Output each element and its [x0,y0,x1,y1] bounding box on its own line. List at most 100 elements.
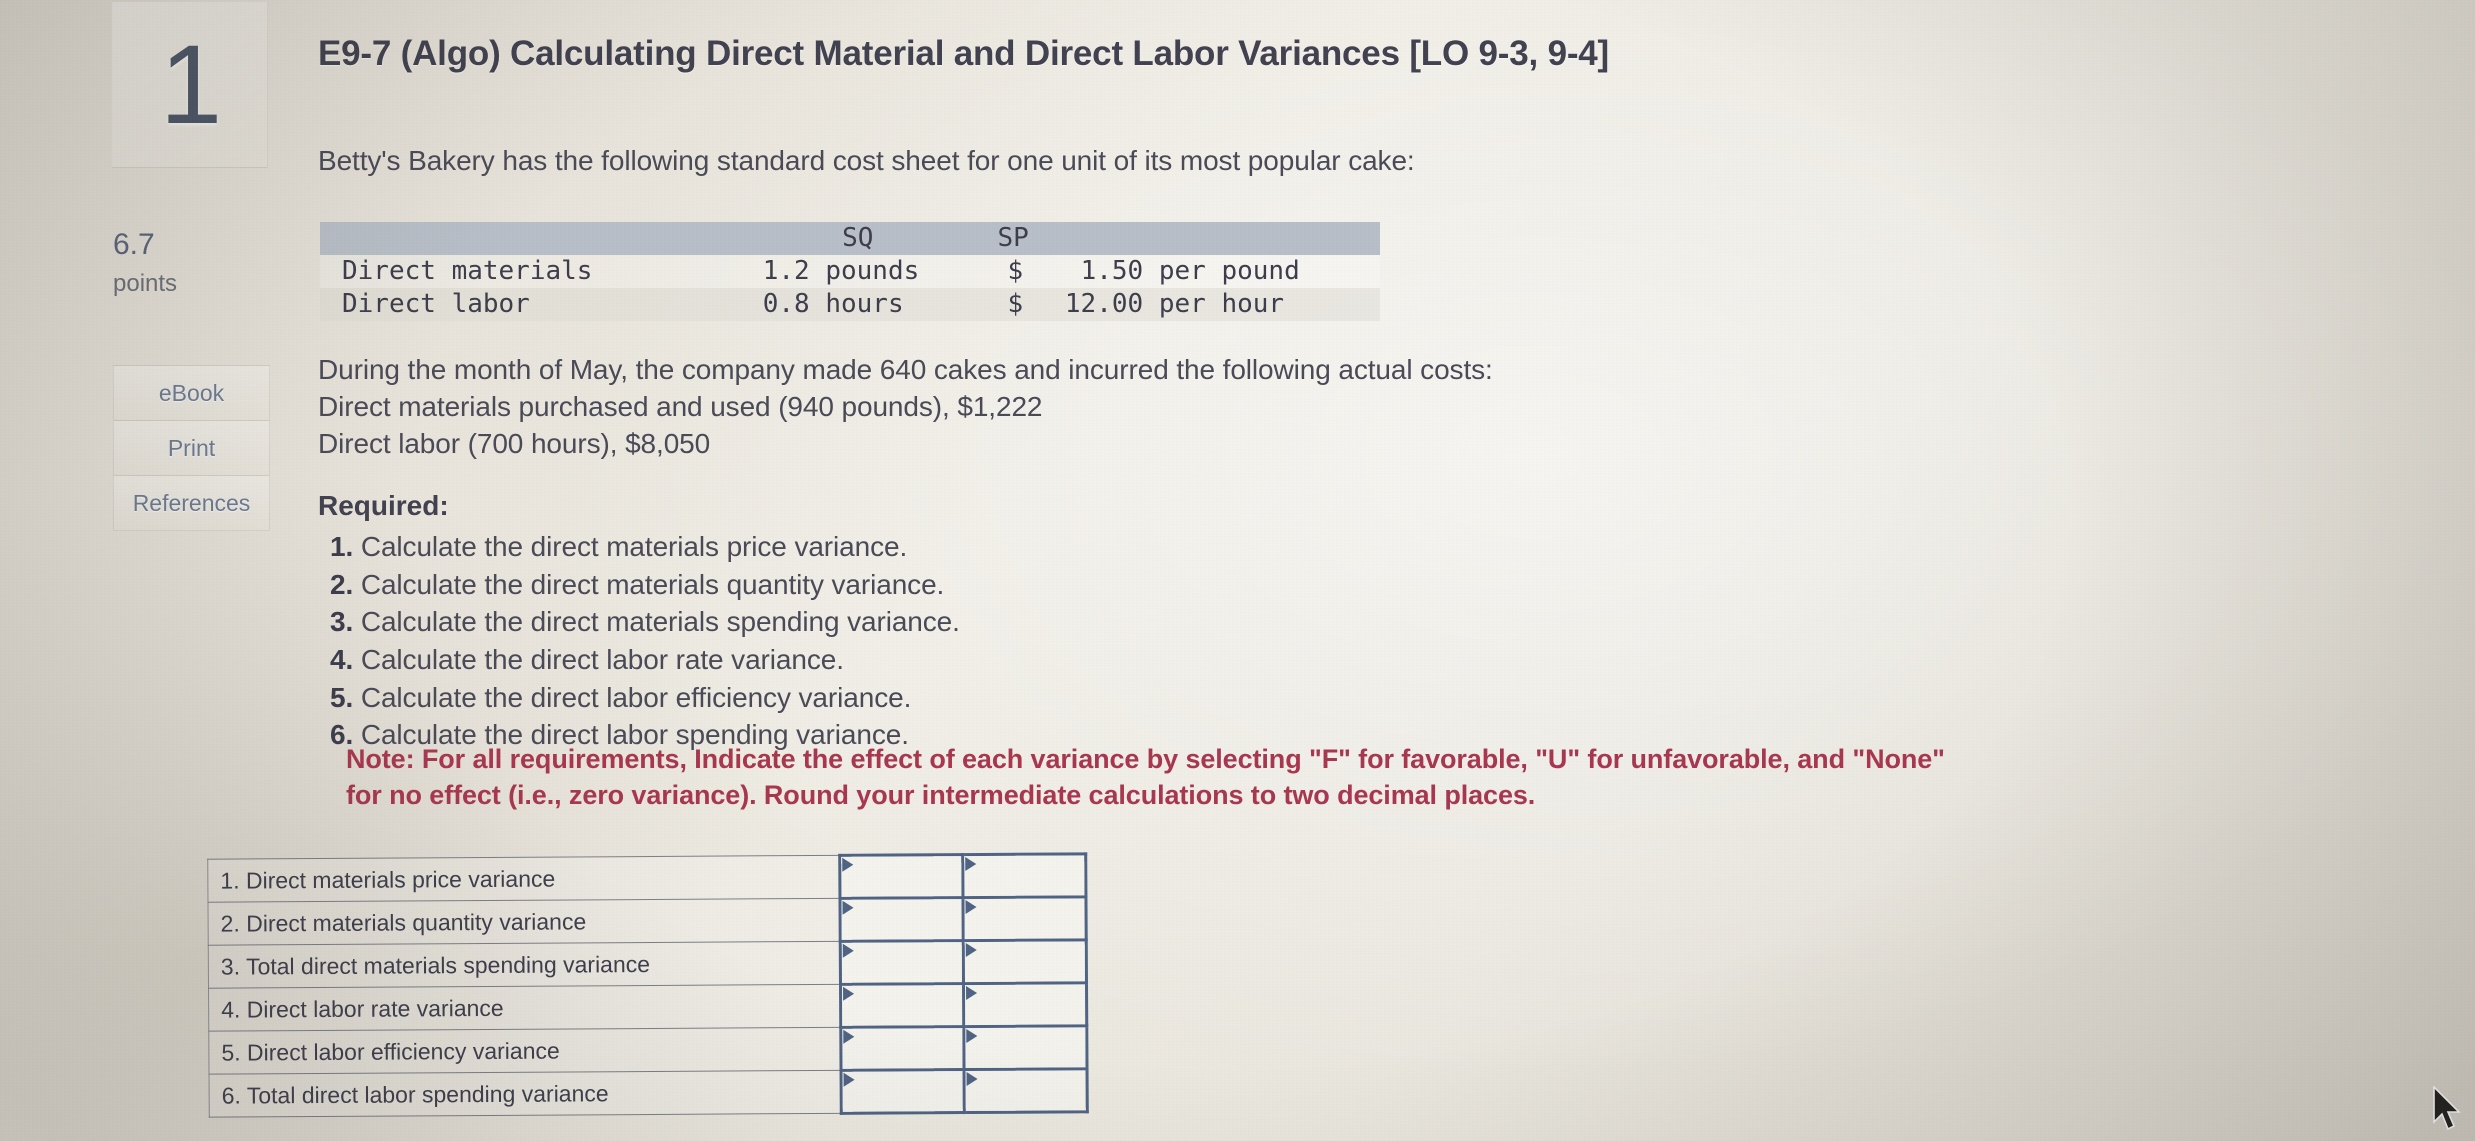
variance-amount-value-4 [842,1005,962,1006]
requirement-number: 2. [330,568,354,600]
table-row: Direct labor 0.8 hours $12.00 per hour [320,288,1380,322]
cost-sheet-sq-value: 0.8 hours [762,289,904,320]
variance-effect-input-1[interactable] [962,853,1086,898]
question-sidebar: 1 6.7 points eBook Print References [0,0,290,1141]
variance-effect-value-6 [965,1090,1085,1091]
question-number: 1 [159,21,222,147]
dropdown-caret-icon [842,986,854,1001]
sp-amount: 12.00 [1064,289,1144,320]
sp-amount: 1.50 [1080,256,1144,287]
variance-effect-input-5[interactable] [963,1025,1088,1070]
requirements-list: 1. Calculate the direct materials price … [330,528,960,754]
cost-sheet-row-sp: $12.00 per hour [998,288,1380,321]
cost-sheet-sp-value: $12.00 per hour [998,290,1338,319]
actual-costs-paragraph: During the month of May, the company mad… [318,352,1493,463]
dropdown-caret-icon [842,943,854,958]
cost-sheet-sq-value: 1.2 pounds [762,256,920,287]
requirement-text: Calculate the direct materials quantity … [360,568,945,600]
variance-effect-value-4 [965,1004,1085,1005]
requirement-number: 5. [330,681,354,713]
cost-sheet-row-label: Direct materials [342,256,593,287]
dropdown-caret-icon [841,857,853,872]
table-row: 3. Total direct materials spending varia… [208,939,1087,989]
cost-sheet-header: SQ SP [320,222,1380,256]
list-item: 2. Calculate the direct materials quanti… [330,566,960,604]
list-item: 6. Calculate the direct labor spending v… [330,716,960,754]
variance-amount-input-2[interactable] [839,897,964,942]
cost-sheet-col-sp: SP [997,223,1029,253]
table-row: Direct materials 1.2 pounds $1.50 per po… [320,255,1380,289]
requirement-text: Calculate the direct labor rate variance… [360,643,844,675]
requirement-text: Calculate the direct labor efficiency va… [360,681,912,713]
currency-symbol: $ [1007,256,1024,287]
variance-amount-input-5[interactable] [840,1026,964,1071]
variance-effect-input-2[interactable] [962,896,1087,941]
dropdown-caret-icon [842,1029,854,1044]
variance-effect-value-1 [964,875,1084,876]
variance-amount-value-6 [842,1091,962,1092]
list-item: 5. Calculate the direct labor efficiency… [330,679,960,717]
requirement-number: 4. [330,643,354,675]
variance-amount-value-3 [841,962,961,963]
variance-effect-value-5 [965,1047,1085,1048]
cost-sheet-row-sp: $1.50 per pound [998,255,1380,288]
cost-sheet-body: Direct materials 1.2 pounds $1.50 per po… [320,255,1380,322]
list-item: 3. Calculate the direct materials spendi… [330,603,960,641]
dropdown-caret-icon [966,1071,978,1087]
sp-unit: per hour [1158,289,1285,320]
requirement-text: Calculate the direct materials price var… [360,531,908,562]
dropdown-caret-icon [843,1072,855,1087]
requirement-text: Calculate the direct materials spending … [360,606,960,638]
variance-effect-input-6[interactable] [963,1068,1088,1113]
variance-answer-body: 1. Direct materials price variance 2. Di… [207,853,1088,1118]
intro-paragraph: Betty's Bakery has the following standar… [318,145,1415,176]
table-row: 5. Direct labor efficiency variance [208,1025,1088,1075]
question-number-box: 1 [112,2,268,168]
cost-sheet-col-blank [320,222,718,255]
dropdown-caret-icon [966,1028,978,1044]
variance-amount-input-1[interactable] [839,854,963,899]
resource-button-group: eBook Print References [113,365,270,531]
dropdown-caret-icon [965,942,977,958]
dropdown-caret-icon [965,899,977,915]
variance-row-label: 1. Direct materials price variance [207,855,840,903]
variance-amount-input-3[interactable] [839,940,964,985]
references-button[interactable]: References [113,475,270,531]
variance-effect-value-3 [965,961,1085,962]
cost-sheet-col-sq: SQ [842,223,874,253]
sp-unit: per pound [1158,256,1300,287]
variance-amount-value-1 [841,876,961,877]
requirement-number: 3. [330,606,354,638]
dropdown-caret-icon [965,856,977,872]
variance-amount-value-2 [841,919,961,920]
requirements-note: Note: For all requirements, Indicate the… [346,742,1966,813]
cost-sheet-sp-value: $1.50 per pound [998,256,1338,287]
variance-row-label: 5. Direct labor efficiency variance [208,1027,841,1075]
ebook-button[interactable]: eBook [113,365,270,420]
currency-symbol: $ [1007,289,1024,320]
variance-answer-table: 1. Direct materials price variance 2. Di… [207,852,1089,1118]
cost-sheet-row-label: Direct labor [342,289,530,320]
points-label: points [113,270,178,297]
requirement-number: 1. [330,531,354,562]
variance-effect-value-2 [964,918,1084,919]
list-item: 4. Calculate the direct labor rate varia… [330,641,960,679]
actual-costs-line-3: Direct labor (700 hours), $8,050 [318,427,711,459]
table-row: 6. Total direct labor spending variance [209,1068,1088,1118]
variance-amount-input-6[interactable] [840,1069,965,1114]
variance-row-label: 6. Total direct labor spending variance [209,1070,841,1118]
actual-costs-line-2: Direct materials purchased and used (940… [318,390,1043,422]
note-line-2: for no effect (i.e., zero variance). Rou… [346,779,1536,810]
print-button[interactable]: Print [113,420,270,475]
variance-effect-input-4[interactable] [963,982,1087,1027]
requirement-text: Calculate the direct labor spending vari… [360,719,909,751]
page-title: E9-7 (Algo) Calculating Direct Material … [318,34,1610,73]
variance-effect-input-3[interactable] [963,939,1087,984]
list-item: 1. Calculate the direct materials price … [330,528,960,566]
cost-sheet-row-sq: 1.2 pounds [718,255,998,288]
variance-amount-input-4[interactable] [840,983,964,1028]
cost-sheet-row-sq: 0.8 hours [718,288,998,321]
variance-row-label: 2. Direct materials quantity variance [207,898,840,946]
table-row: 2. Direct materials quantity variance [207,896,1087,946]
